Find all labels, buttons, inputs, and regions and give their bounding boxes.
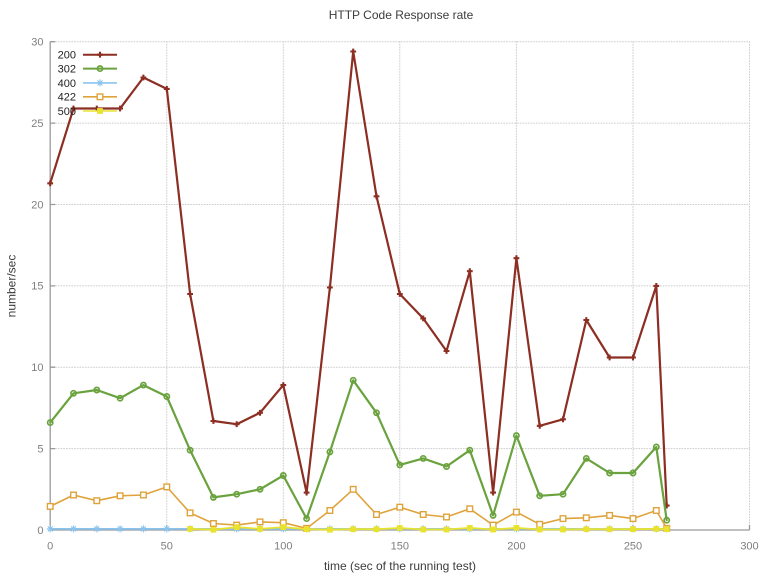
svg-text:300: 300 [740, 541, 758, 553]
svg-text:200: 200 [507, 541, 525, 553]
svg-text:15: 15 [31, 281, 43, 293]
svg-text:20: 20 [31, 199, 43, 211]
svg-text:10: 10 [31, 362, 43, 374]
svg-text:400: 400 [58, 78, 76, 90]
svg-text:150: 150 [391, 541, 409, 553]
svg-text:250: 250 [624, 541, 642, 553]
svg-text:0: 0 [37, 525, 43, 537]
svg-text:time (sec of the running test): time (sec of the running test) [324, 559, 476, 573]
svg-text:HTTP Code Response rate: HTTP Code Response rate [329, 8, 474, 22]
svg-text:422: 422 [58, 92, 76, 104]
svg-text:25: 25 [31, 118, 43, 130]
svg-text:0: 0 [47, 541, 53, 553]
svg-text:200: 200 [58, 50, 76, 62]
svg-text:50: 50 [161, 541, 173, 553]
svg-text:302: 302 [58, 64, 76, 76]
svg-text:30: 30 [31, 37, 43, 49]
svg-text:5: 5 [37, 443, 43, 455]
svg-text:100: 100 [274, 541, 292, 553]
svg-text:number/sec: number/sec [5, 255, 19, 318]
svg-text:500: 500 [58, 106, 76, 118]
